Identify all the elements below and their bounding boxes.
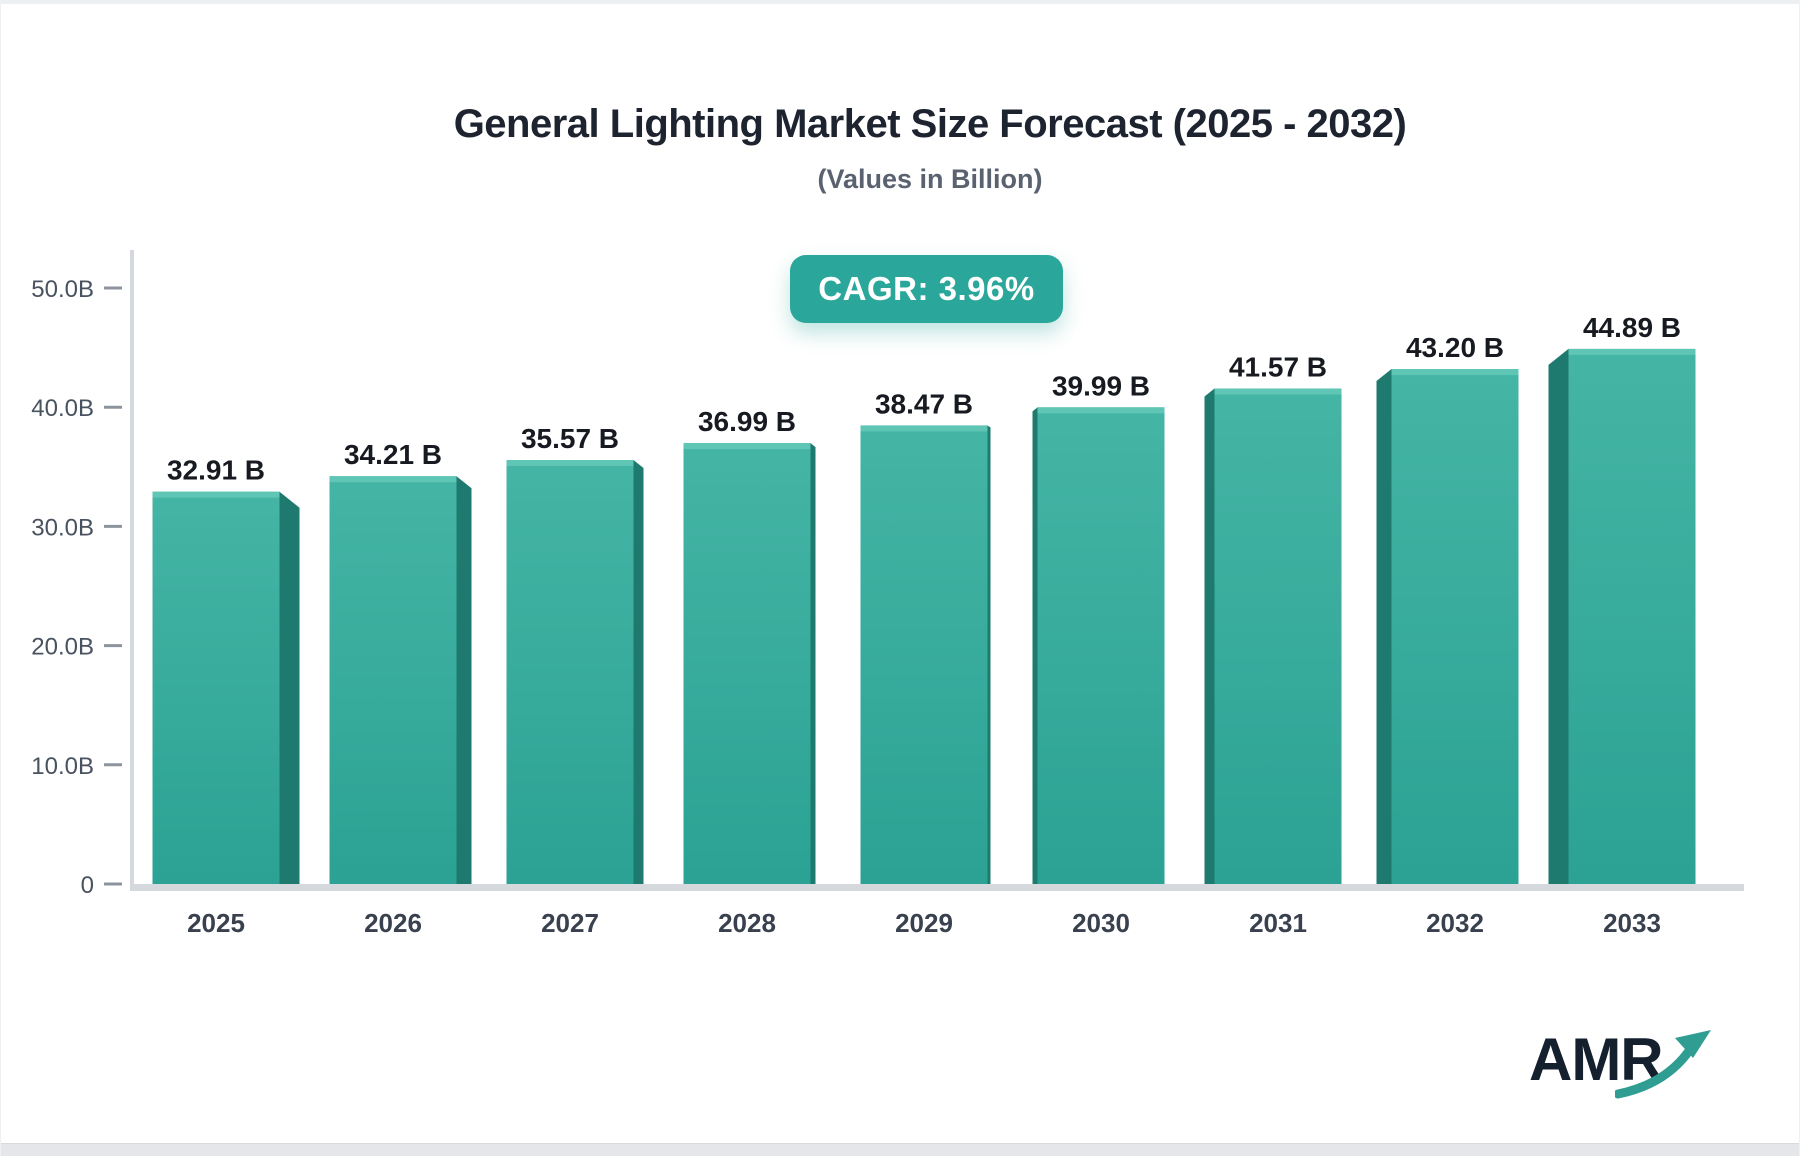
- bar-side-face: [279, 491, 300, 884]
- bar-top-edge: [1568, 348, 1696, 355]
- bottom-border: [1, 1143, 1799, 1156]
- x-axis-tick-label: 2025: [187, 908, 245, 938]
- x-axis-tick-label: 2031: [1249, 908, 1307, 938]
- bar[interactable]: [683, 443, 811, 884]
- bar-side-face: [1204, 388, 1215, 884]
- x-axis-tick-label: 2028: [718, 908, 776, 938]
- bar-side-face: [1376, 369, 1392, 884]
- bar-value-label: 36.99 B: [698, 406, 796, 437]
- bar-value-label: 39.99 B: [1052, 370, 1150, 401]
- y-axis-tick-label: 40.0B: [31, 395, 94, 422]
- bar[interactable]: [329, 476, 457, 884]
- y-axis-tick-label: 50.0B: [31, 276, 94, 303]
- bar-value-label: 32.91 B: [167, 455, 265, 486]
- bar-top-edge: [683, 443, 811, 450]
- y-axis-tick-label: 10.0B: [31, 753, 94, 780]
- bar-side-face: [810, 443, 816, 884]
- bar-top-edge: [1391, 369, 1519, 376]
- brand-logo[interactable]: AMR: [1529, 1030, 1739, 1114]
- bar-side-face: [1032, 407, 1038, 884]
- bar-top-edge: [329, 476, 457, 483]
- chart-subtitle: (Values in Billion): [817, 164, 1043, 194]
- cagr-badge-label: CAGR: 3.96%: [818, 270, 1035, 307]
- cagr-badge: CAGR: 3.96%: [790, 255, 1063, 323]
- bar-value-label: 35.57 B: [521, 423, 619, 454]
- bar[interactable]: [506, 460, 634, 884]
- x-axis-baseline: [130, 884, 1744, 891]
- x-axis-tick-label: 2030: [1072, 908, 1130, 938]
- bar[interactable]: [1214, 388, 1342, 884]
- brand-logo-text: AMR: [1529, 1026, 1664, 1093]
- bar-value-label: 43.20 B: [1406, 332, 1504, 363]
- x-axis-tick-label: 2032: [1426, 908, 1484, 938]
- bar-top-edge: [152, 491, 280, 498]
- growth-arrow-head: [1675, 1030, 1711, 1058]
- bar-side-face: [456, 476, 472, 884]
- x-axis-tick-label: 2029: [895, 908, 953, 938]
- chart-title: General Lighting Market Size Forecast (2…: [453, 102, 1407, 146]
- bar-side-face: [633, 460, 644, 884]
- bar-top-edge: [1037, 407, 1165, 414]
- bar-side-face: [1548, 348, 1569, 884]
- bar[interactable]: [1037, 407, 1165, 884]
- bar-top-edge: [860, 425, 988, 432]
- x-axis-tick-label: 2033: [1603, 908, 1661, 938]
- bar-top-edge: [1214, 388, 1342, 395]
- bar[interactable]: [152, 491, 280, 884]
- growth-arrow-tail: [1615, 1043, 1696, 1099]
- y-axis-tick-label: 30.0B: [31, 514, 94, 541]
- x-axis-tick-label: 2027: [541, 908, 599, 938]
- bar-value-label: 44.89 B: [1583, 312, 1681, 343]
- bar[interactable]: [860, 425, 988, 884]
- y-axis-tick-label: 0: [81, 872, 94, 899]
- top-border: [1, 0, 1799, 4]
- bar-top-edge: [506, 460, 634, 467]
- y-axis-tick-label: 20.0B: [31, 634, 94, 661]
- bar-side-face: [987, 425, 991, 884]
- growth-arrow-icon: [1615, 1030, 1711, 1099]
- bar-value-label: 41.57 B: [1229, 351, 1327, 382]
- y-axis-line: [130, 250, 134, 884]
- bar[interactable]: [1568, 348, 1696, 884]
- bar[interactable]: [1391, 369, 1519, 884]
- bar-value-label: 38.47 B: [875, 388, 973, 419]
- bar-value-label: 34.21 B: [344, 439, 442, 470]
- x-axis-tick-label: 2026: [364, 908, 422, 938]
